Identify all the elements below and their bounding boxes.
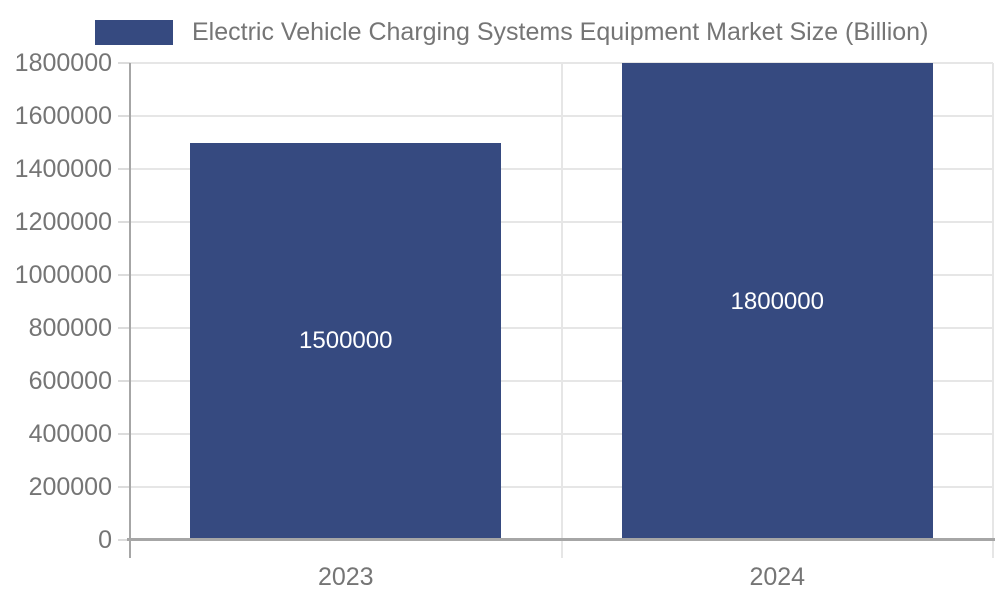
y-tick-mark [118, 539, 130, 541]
y-tick-mark [118, 380, 130, 382]
y-axis-line [129, 63, 131, 558]
bar [190, 142, 502, 540]
y-tick-mark [118, 327, 130, 329]
legend-swatch [95, 19, 173, 45]
v-gridline [992, 63, 994, 558]
x-tick-label: 2023 [317, 563, 374, 591]
y-tick-mark [118, 486, 130, 488]
x-tick-label: 2024 [749, 563, 806, 591]
plot-area: 1500000 1800000 [127, 62, 995, 558]
legend-label: Electric Vehicle Charging Systems Equipm… [192, 18, 929, 46]
y-tick-label: 1000000 [14, 261, 112, 289]
y-tick-label: 400000 [28, 420, 112, 448]
bar [621, 63, 933, 540]
y-tick-label: 1400000 [14, 155, 112, 183]
bar-value-label: 1800000 [730, 287, 824, 315]
legend-item[interactable]: Electric Vehicle Charging Systems Equipm… [95, 17, 928, 47]
y-tick-label: 1600000 [14, 102, 112, 130]
y-tick-label: 1200000 [14, 208, 112, 236]
y-tick-label: 1800000 [14, 49, 112, 77]
y-tick-mark [118, 115, 130, 117]
y-tick-label: 800000 [28, 314, 112, 342]
x-axis-line [127, 538, 995, 541]
y-tick-label: 200000 [28, 473, 112, 501]
y-tick-mark [118, 433, 130, 435]
y-tick-mark [118, 168, 130, 170]
y-tick-label: 0 [98, 526, 112, 554]
y-tick-label: 600000 [28, 367, 112, 395]
y-tick-mark [118, 274, 130, 276]
y-tick-mark [118, 62, 130, 64]
bar-value-label: 1500000 [299, 327, 393, 355]
y-tick-mark [118, 221, 130, 223]
v-gridline [560, 63, 563, 558]
